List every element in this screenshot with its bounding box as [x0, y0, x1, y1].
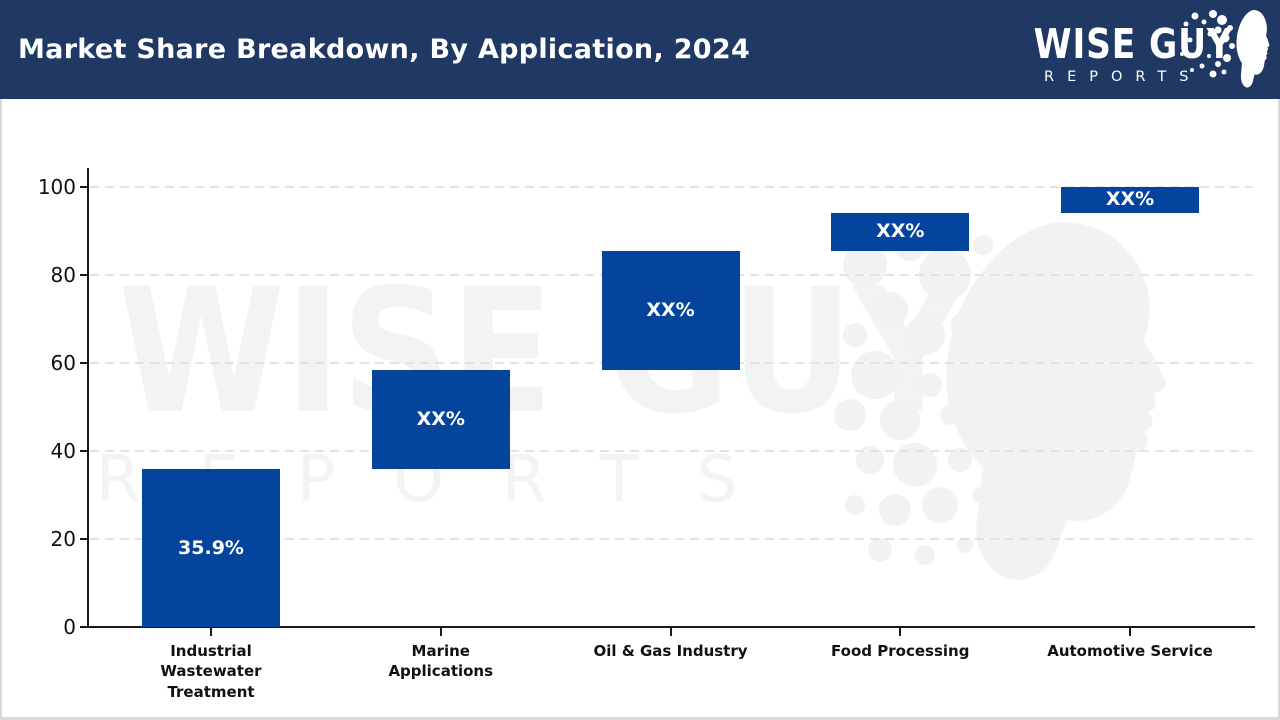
category-label-line: Wastewater: [160, 662, 262, 681]
bar: XX%: [1061, 187, 1199, 213]
y-tick-label: 60: [50, 351, 76, 375]
category-label-line: Marine: [411, 642, 470, 660]
x-axis-tick: [669, 628, 672, 636]
bar-value-label: XX%: [416, 407, 465, 430]
x-axis-tick: [899, 628, 902, 636]
y-tick-label: 40: [50, 439, 76, 463]
y-tick-label: 80: [50, 263, 76, 287]
bar: XX%: [831, 212, 970, 252]
wise-guy-logo: WISE GUY REPORTS: [1032, 6, 1272, 92]
watermark-wordmark: WISE GUY: [118, 251, 964, 452]
logo-tagline: REPORTS: [1044, 69, 1201, 85]
category-label-line: Oil & Gas Industry: [593, 642, 748, 660]
header-band: Market Share Breakdown, By Application, …: [0, 0, 1280, 99]
logo-dots-icon: [1180, 10, 1235, 78]
x-axis-tick: [439, 628, 442, 636]
category-label: Marine Applications: [325, 641, 557, 682]
logo-face-icon: [1236, 9, 1270, 88]
watermark-face-icon: [834, 205, 1180, 609]
category-label: Industrial Wastewater Treatment: [95, 641, 327, 702]
category-label-line: Industrial: [170, 642, 252, 660]
x-axis-tick: [1129, 628, 1131, 636]
bar-value-label: 35.9%: [178, 536, 244, 559]
logo-graphic: WISE GUY REPORTS: [1034, 9, 1270, 88]
x-axis: [87, 626, 1255, 628]
category-label-line: Automotive Service: [1047, 642, 1213, 660]
gridline: [90, 186, 1253, 188]
category-label: Automotive Service: [1014, 641, 1246, 661]
category-label-line: Food Processing: [831, 642, 970, 660]
gridline: [90, 538, 1253, 540]
y-axis-tick: [80, 274, 88, 276]
bar: 35.9%: [142, 469, 280, 627]
bar-value-label: XX%: [1105, 188, 1155, 211]
category-label: Oil & Gas Industry: [555, 641, 787, 661]
bar: XX%: [371, 369, 510, 470]
y-axis-tick: [80, 626, 88, 628]
y-axis-tick: [80, 362, 88, 364]
y-tick-label: 0: [63, 615, 76, 639]
y-axis-tick: [80, 450, 88, 452]
bar: XX%: [601, 251, 740, 370]
y-axis-tick: [80, 186, 88, 188]
x-axis-tick: [210, 628, 212, 636]
gridline: [90, 450, 1253, 452]
logo-wordmark: WISE GUY: [1034, 20, 1233, 68]
page-title: Market Share Breakdown, By Application, …: [18, 34, 751, 65]
y-tick-label: 100: [37, 175, 76, 199]
bar-value-label: XX%: [876, 220, 925, 243]
y-axis: [87, 168, 89, 628]
category-label: Food Processing: [784, 641, 1016, 661]
y-tick-label: 20: [50, 527, 76, 551]
y-axis-tick: [80, 538, 88, 540]
category-label-line: Treatment: [167, 682, 255, 701]
category-label-line: Applications: [388, 662, 494, 681]
bar-value-label: XX%: [646, 298, 695, 321]
